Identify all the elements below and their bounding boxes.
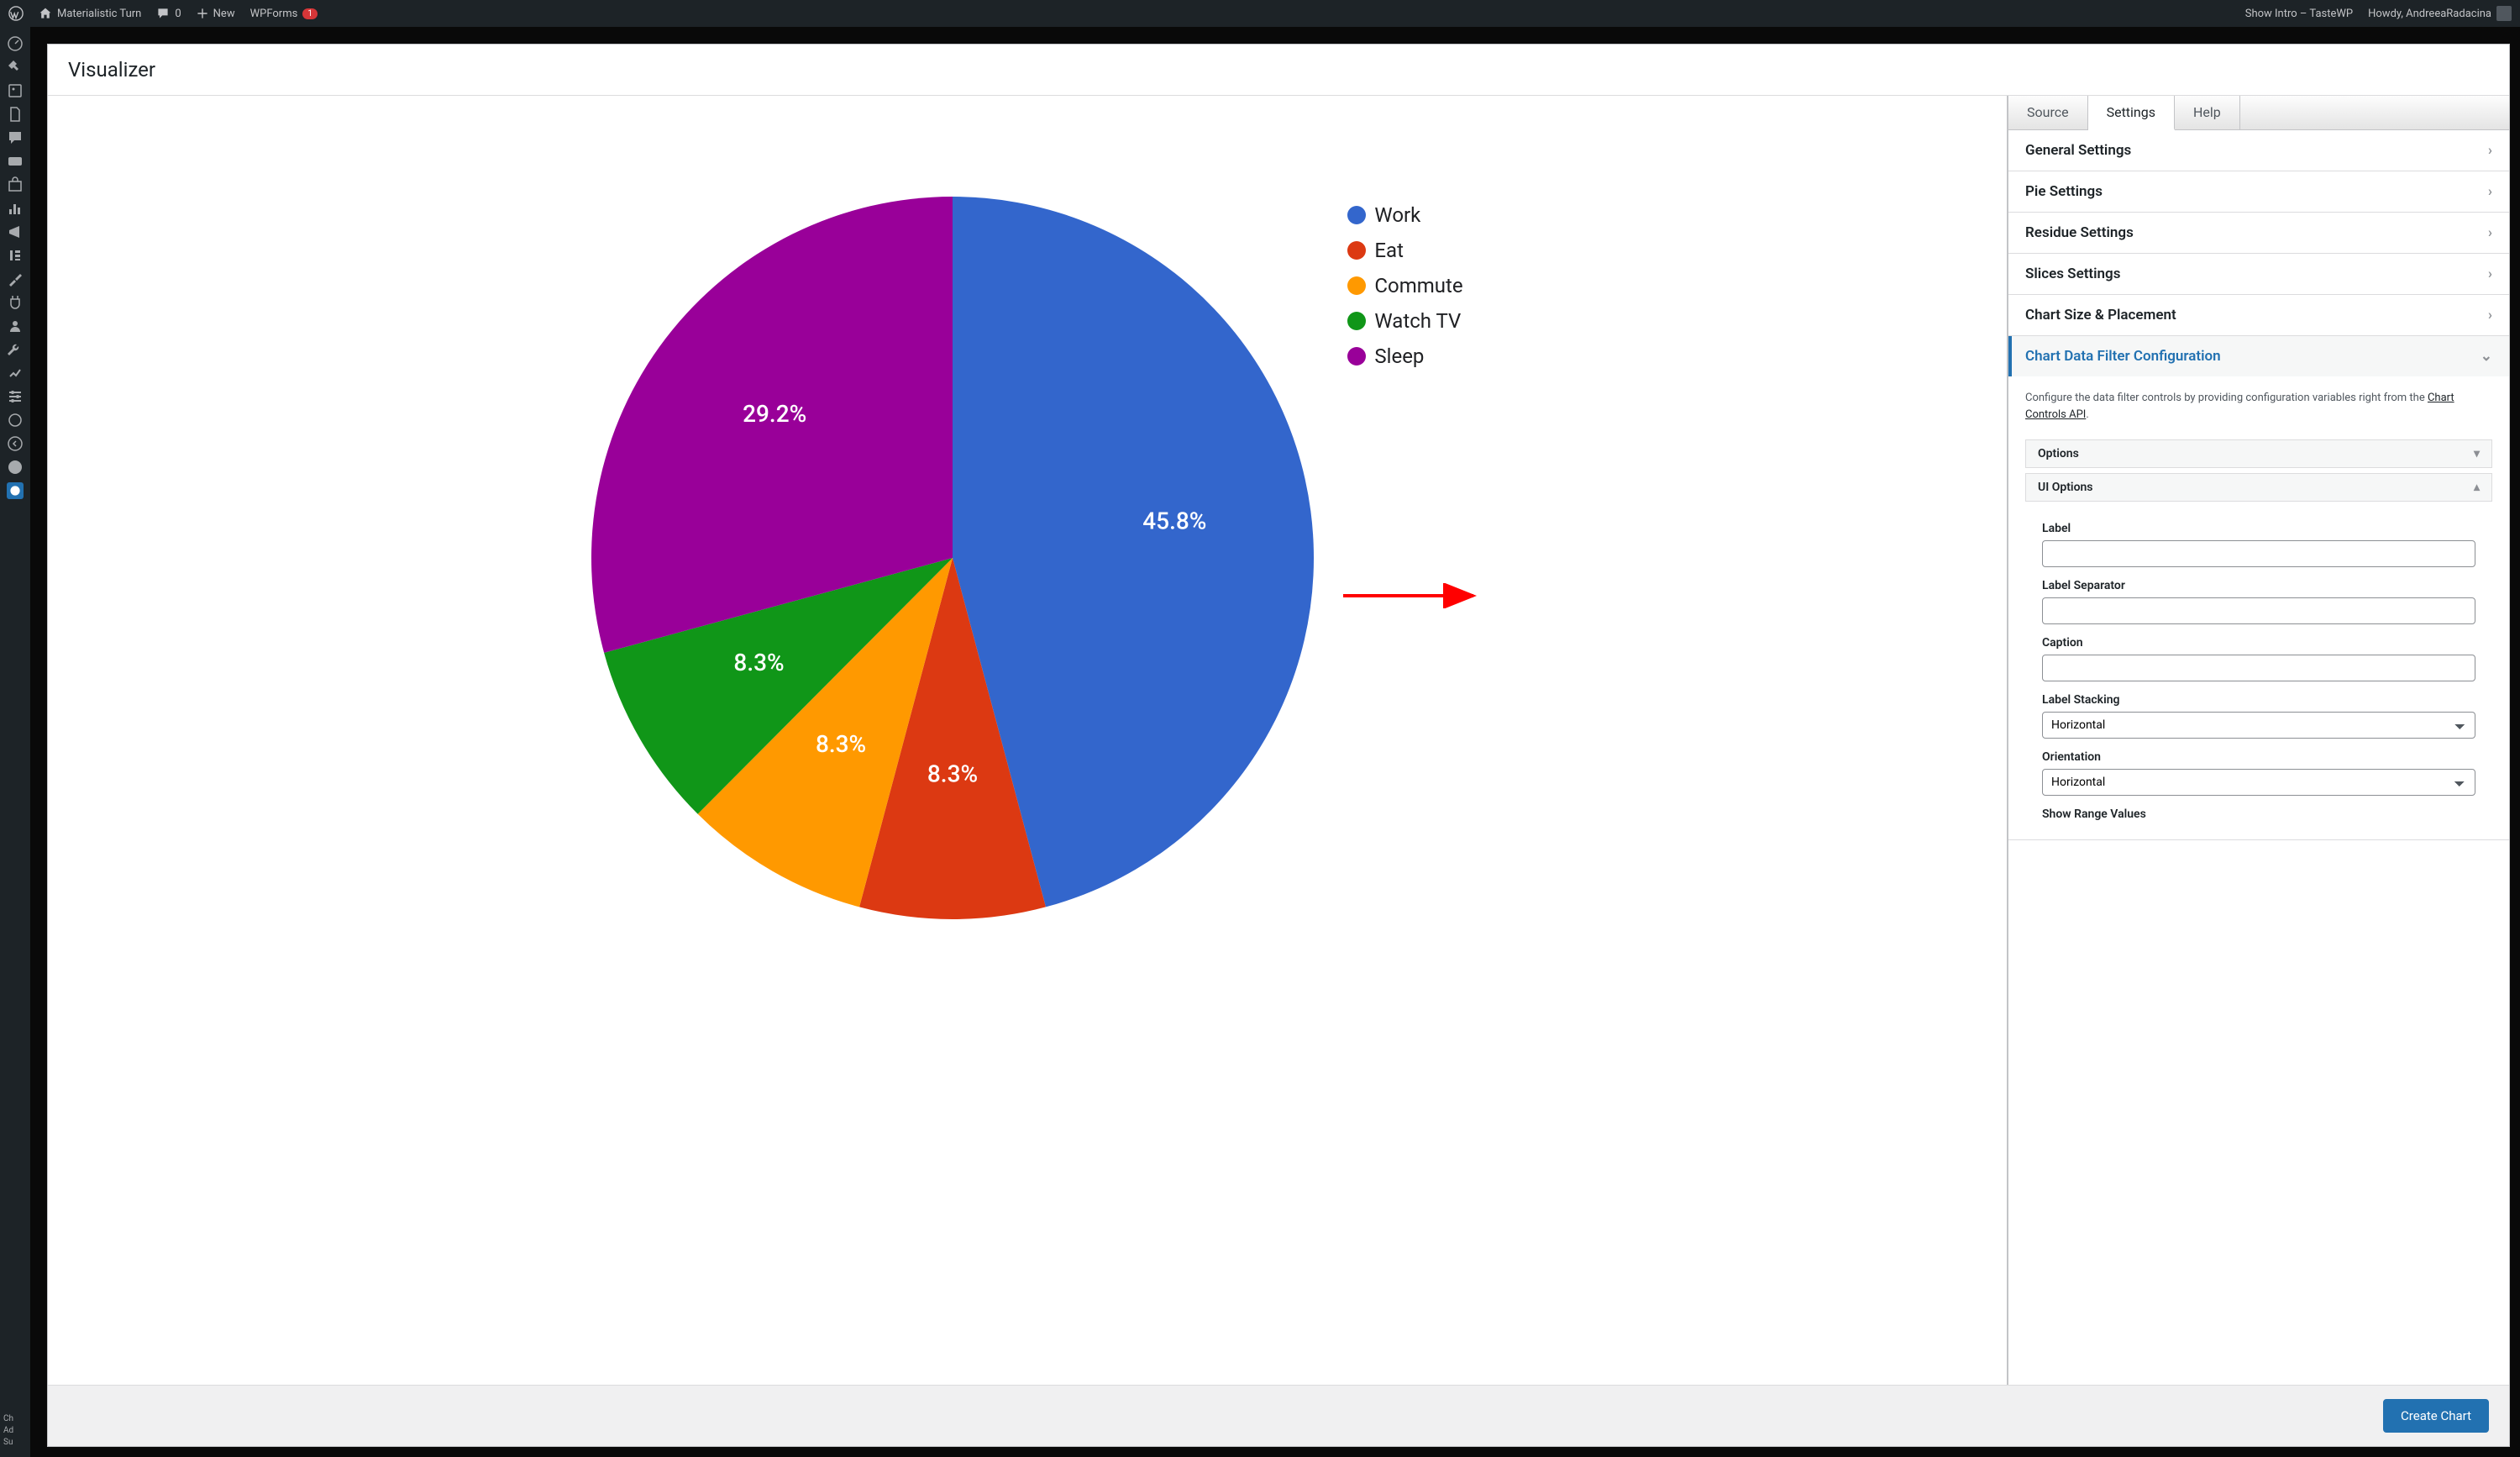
subsection-ui-options[interactable]: UI Options▴ bbox=[2026, 474, 2491, 501]
chevron-right-icon: › bbox=[2488, 224, 2492, 241]
pie-slice-label: 8.3% bbox=[927, 760, 978, 788]
users-icon[interactable] bbox=[7, 318, 24, 334]
circle-icon[interactable] bbox=[7, 412, 24, 429]
orientation-select[interactable]: Horizontal bbox=[2042, 769, 2475, 796]
pages-icon[interactable] bbox=[7, 106, 24, 123]
legend-label: Watch TV bbox=[1374, 309, 1461, 333]
legend-swatch bbox=[1347, 206, 1366, 224]
legend-item[interactable]: Commute bbox=[1347, 274, 1462, 297]
page-title: Visualizer bbox=[68, 58, 2489, 82]
elementor-icon[interactable] bbox=[7, 247, 24, 264]
comments-link[interactable]: 0 bbox=[156, 7, 181, 20]
media-icon[interactable] bbox=[7, 82, 24, 99]
show-range-values-label: Show Range Values bbox=[2042, 807, 2475, 821]
chevron-right-icon: › bbox=[2488, 183, 2492, 200]
tab-source[interactable]: Source bbox=[2008, 96, 2088, 129]
filter-config-content: Configure the data filter controls by pr… bbox=[2008, 376, 2509, 839]
chevron-right-icon: › bbox=[2488, 307, 2492, 323]
section-general-settings[interactable]: General Settings› bbox=[2008, 130, 2509, 171]
chevron-right-icon: › bbox=[2488, 142, 2492, 159]
products-icon[interactable] bbox=[7, 176, 24, 193]
modal-header: Visualizer bbox=[48, 45, 2509, 96]
section-residue-settings[interactable]: Residue Settings› bbox=[2008, 213, 2509, 253]
wp-logo-icon[interactable] bbox=[8, 6, 24, 21]
tools-icon[interactable] bbox=[7, 341, 24, 358]
settings-tabs: Source Settings Help bbox=[2008, 96, 2509, 130]
section-slices-settings[interactable]: Slices Settings› bbox=[2008, 254, 2509, 294]
create-chart-button[interactable]: Create Chart bbox=[2383, 1399, 2489, 1433]
wpforms-badge: 1 bbox=[302, 8, 318, 19]
visualizer-modal: Visualizer 45.8% 8.3% 8.3% 8.3% 29.2% Work Ea… bbox=[47, 44, 2510, 1447]
settings-icon[interactable] bbox=[7, 388, 24, 405]
new-label: New bbox=[213, 8, 235, 20]
chevron-right-icon: › bbox=[2488, 266, 2492, 282]
settings-sidebar: Source Settings Help General Settings› P… bbox=[2007, 96, 2509, 1385]
modal-footer: Create Chart bbox=[48, 1385, 2509, 1446]
legend-item[interactable]: Watch TV bbox=[1347, 309, 1462, 333]
wp-admin-sidebar: Ch Ad Su bbox=[0, 27, 30, 1457]
site-name: Materialistic Turn bbox=[57, 8, 141, 20]
pie-slice-label: 45.8% bbox=[1143, 507, 1207, 534]
legend-label: Commute bbox=[1374, 274, 1462, 297]
legend-item[interactable]: Eat bbox=[1347, 239, 1462, 262]
label-stacking-select[interactable]: Horizontal bbox=[2042, 712, 2475, 739]
pin-icon[interactable] bbox=[7, 59, 24, 76]
legend-item[interactable]: Sleep bbox=[1347, 345, 1462, 368]
show-intro-link[interactable]: Show Intro – TasteWP bbox=[2245, 8, 2353, 20]
section-chart-data-filter[interactable]: Chart Data Filter Configuration⌄ bbox=[2008, 336, 2509, 376]
caret-up-icon: ▴ bbox=[2474, 481, 2480, 494]
howdy-user[interactable]: Howdy, AndreeaRadacina bbox=[2368, 6, 2512, 21]
collapsed-menu-labels: Ch Ad Su bbox=[3, 1413, 13, 1449]
site-home-link[interactable]: Materialistic Turn bbox=[39, 7, 141, 20]
legend-swatch bbox=[1347, 276, 1366, 295]
orientation-label: Orientation bbox=[2042, 750, 2475, 764]
wp-admin-toolbar: Materialistic Turn 0 New WPForms 1 Show I… bbox=[0, 0, 2520, 27]
label-field-label: Label bbox=[2042, 522, 2475, 535]
label-stacking-label: Label Stacking bbox=[2042, 693, 2475, 707]
legend-item[interactable]: Work bbox=[1347, 203, 1462, 227]
caret-down-icon: ▾ bbox=[2474, 447, 2480, 460]
label-separator-input[interactable] bbox=[2042, 597, 2475, 624]
avatar bbox=[2496, 6, 2512, 21]
marketing-icon[interactable] bbox=[7, 224, 24, 240]
howdy-text: Howdy, AndreeaRadacina bbox=[2368, 8, 2491, 20]
chart-preview-area: 45.8% 8.3% 8.3% 8.3% 29.2% Work Eat Commute Wat… bbox=[48, 96, 2007, 1385]
rankmath-icon[interactable] bbox=[7, 365, 24, 381]
wpforms-label: WPForms bbox=[250, 8, 298, 20]
analytics-icon[interactable] bbox=[7, 200, 24, 217]
new-content-link[interactable]: New bbox=[197, 8, 235, 20]
subsection-options[interactable]: Options▾ bbox=[2026, 440, 2491, 467]
comments-icon[interactable] bbox=[7, 129, 24, 146]
visualizer-active-icon[interactable] bbox=[7, 482, 24, 499]
woo-icon[interactable] bbox=[7, 153, 24, 170]
pie-slice-label: 29.2% bbox=[743, 400, 806, 428]
chevron-down-icon: ⌄ bbox=[2481, 348, 2492, 365]
spotify-icon[interactable] bbox=[7, 459, 24, 476]
caption-label: Caption bbox=[2042, 636, 2475, 650]
caption-input[interactable] bbox=[2042, 655, 2475, 681]
pie-slice-label: 8.3% bbox=[816, 730, 866, 758]
plugins-icon[interactable] bbox=[7, 294, 24, 311]
legend-swatch bbox=[1347, 347, 1366, 366]
annotation-arrow bbox=[1335, 583, 1486, 608]
label-separator-label: Label Separator bbox=[2042, 579, 2475, 592]
pie-slice-label: 8.3% bbox=[734, 649, 785, 676]
pie-chart: 45.8% 8.3% 8.3% 8.3% 29.2% bbox=[591, 197, 1314, 919]
legend-label: Eat bbox=[1374, 239, 1404, 262]
wpforms-link[interactable]: WPForms 1 bbox=[250, 8, 318, 20]
section-pie-settings[interactable]: Pie Settings› bbox=[2008, 171, 2509, 212]
label-input[interactable] bbox=[2042, 540, 2475, 567]
tab-help[interactable]: Help bbox=[2175, 96, 2240, 129]
section-chart-size[interactable]: Chart Size & Placement› bbox=[2008, 295, 2509, 335]
legend-label: Sleep bbox=[1374, 345, 1424, 368]
legend-swatch bbox=[1347, 312, 1366, 330]
appearance-icon[interactable] bbox=[7, 271, 24, 287]
legend-swatch bbox=[1347, 241, 1366, 260]
comments-count: 0 bbox=[175, 8, 181, 20]
pie-legend: Work Eat Commute Watch TV Sleep bbox=[1347, 203, 1462, 380]
collapse-icon[interactable] bbox=[7, 435, 24, 452]
dashboard-icon[interactable] bbox=[7, 35, 24, 52]
tab-settings[interactable]: Settings bbox=[2088, 96, 2175, 130]
legend-label: Work bbox=[1374, 203, 1420, 227]
